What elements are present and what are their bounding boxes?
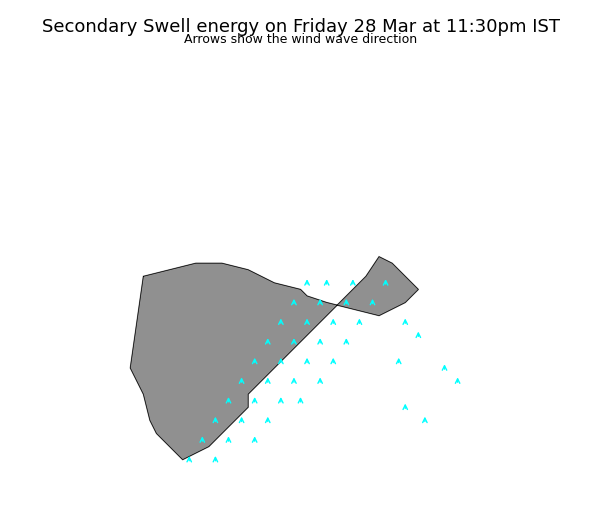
Polygon shape [130,257,418,460]
Text: Arrows show the wind wave direction: Arrows show the wind wave direction [184,33,417,46]
Text: Secondary Swell energy on Friday 28 Mar at 11:30pm IST: Secondary Swell energy on Friday 28 Mar … [41,18,560,36]
